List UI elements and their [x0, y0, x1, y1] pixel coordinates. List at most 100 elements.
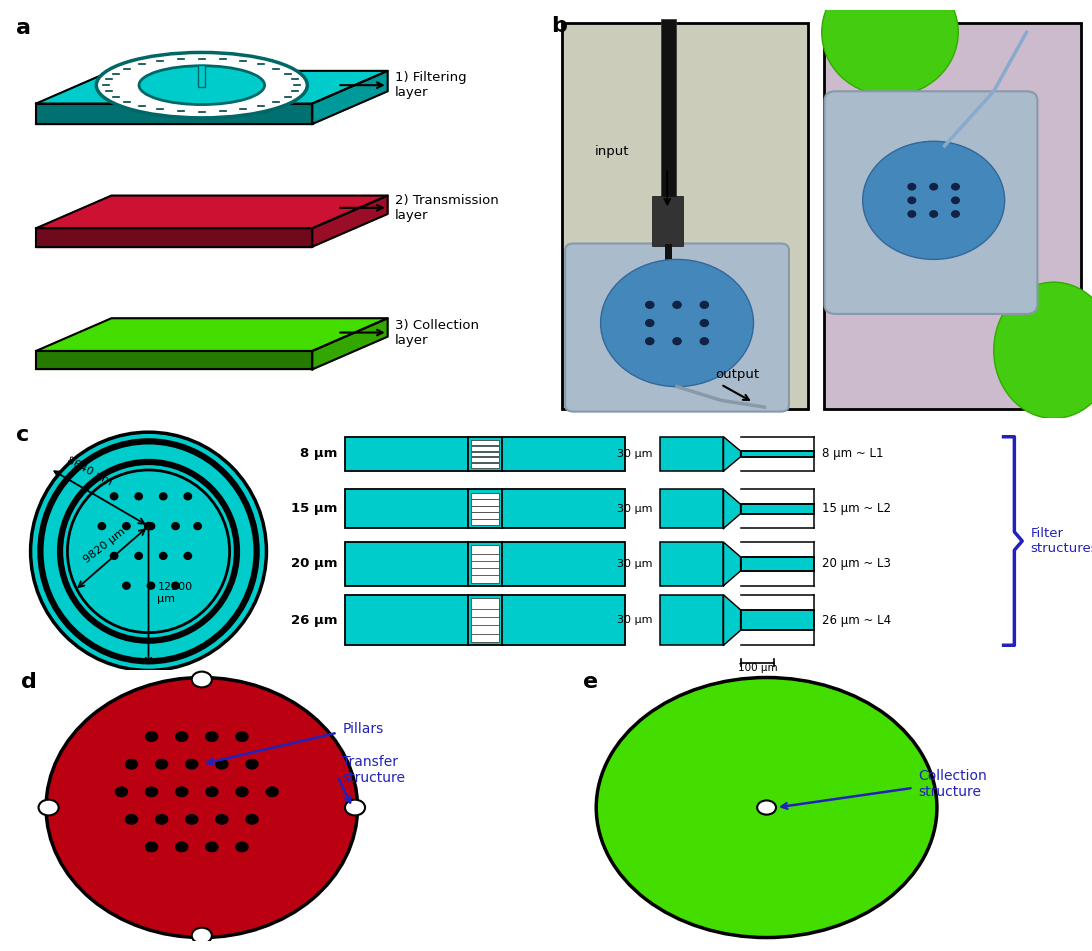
- Text: 20 μm: 20 μm: [292, 557, 337, 571]
- Text: output: output: [715, 367, 759, 380]
- Circle shape: [110, 553, 118, 559]
- Circle shape: [236, 732, 248, 742]
- Bar: [468, 437, 502, 471]
- Polygon shape: [723, 490, 740, 529]
- Bar: [472, 446, 499, 451]
- Text: 1) Filtering
layer: 1) Filtering layer: [395, 71, 466, 99]
- Text: 2) Transmission
layer: 2) Transmission layer: [395, 194, 499, 222]
- Circle shape: [144, 522, 153, 530]
- Polygon shape: [723, 631, 740, 646]
- Bar: [661, 19, 676, 201]
- Text: 220 μm: 220 μm: [758, 681, 797, 691]
- Bar: [472, 553, 499, 561]
- Circle shape: [216, 760, 228, 769]
- Ellipse shape: [994, 282, 1092, 418]
- Bar: [502, 595, 625, 646]
- Circle shape: [951, 184, 959, 190]
- Bar: [740, 504, 815, 514]
- Circle shape: [757, 801, 776, 815]
- Circle shape: [145, 787, 157, 797]
- Circle shape: [38, 800, 59, 815]
- Circle shape: [110, 493, 118, 500]
- Text: 26 μm: 26 μm: [292, 613, 337, 627]
- Bar: [660, 542, 724, 586]
- Circle shape: [205, 843, 218, 852]
- Bar: [472, 623, 499, 633]
- Polygon shape: [723, 595, 740, 610]
- Circle shape: [126, 815, 138, 825]
- Bar: [824, 23, 1081, 409]
- Text: a: a: [16, 18, 31, 38]
- Circle shape: [98, 523, 106, 530]
- Circle shape: [145, 732, 157, 742]
- Circle shape: [266, 787, 278, 797]
- Circle shape: [145, 843, 157, 852]
- Polygon shape: [723, 514, 740, 529]
- Circle shape: [185, 553, 191, 559]
- Bar: [472, 614, 499, 626]
- Circle shape: [135, 553, 142, 559]
- Text: 3) Collection
layer: 3) Collection layer: [395, 319, 479, 346]
- Polygon shape: [723, 437, 740, 451]
- Circle shape: [673, 338, 681, 344]
- Bar: [740, 451, 815, 456]
- Bar: [472, 463, 499, 468]
- Polygon shape: [36, 196, 388, 228]
- Polygon shape: [723, 571, 740, 586]
- Circle shape: [155, 815, 168, 825]
- Text: 30 μm: 30 μm: [617, 449, 652, 459]
- Circle shape: [122, 582, 130, 589]
- Bar: [472, 598, 499, 609]
- Circle shape: [246, 760, 258, 769]
- Polygon shape: [723, 437, 740, 471]
- Text: Collection
structure: Collection structure: [918, 768, 987, 799]
- Circle shape: [186, 815, 198, 825]
- Circle shape: [645, 301, 654, 308]
- Polygon shape: [723, 490, 740, 504]
- Polygon shape: [36, 70, 388, 104]
- Text: Transfer
structure: Transfer structure: [343, 755, 405, 786]
- Bar: [472, 457, 499, 462]
- Circle shape: [192, 671, 212, 688]
- Polygon shape: [312, 70, 388, 124]
- Ellipse shape: [822, 0, 959, 96]
- Bar: [472, 518, 499, 525]
- Circle shape: [601, 260, 753, 387]
- Bar: [502, 490, 625, 529]
- Polygon shape: [36, 319, 388, 351]
- Text: Pillars: Pillars: [343, 722, 383, 736]
- Circle shape: [192, 928, 212, 943]
- Circle shape: [246, 815, 258, 825]
- Text: 8 μm ~ L1: 8 μm ~ L1: [822, 448, 883, 460]
- Polygon shape: [723, 542, 740, 557]
- Text: 30 μm: 30 μm: [617, 559, 652, 569]
- Bar: [740, 456, 815, 471]
- Text: 15 μm ~ L2: 15 μm ~ L2: [822, 502, 891, 515]
- Bar: [665, 243, 672, 268]
- Circle shape: [700, 338, 709, 344]
- Circle shape: [863, 142, 1005, 260]
- Circle shape: [135, 493, 142, 500]
- Circle shape: [951, 211, 959, 217]
- Bar: [740, 571, 815, 586]
- Text: c: c: [15, 425, 29, 445]
- Text: Filter
structures: Filter structures: [1031, 527, 1092, 555]
- Ellipse shape: [96, 52, 307, 118]
- Bar: [502, 542, 625, 586]
- Circle shape: [700, 301, 709, 308]
- Circle shape: [155, 760, 168, 769]
- Text: d: d: [21, 671, 37, 691]
- Bar: [472, 452, 499, 456]
- Circle shape: [951, 197, 959, 204]
- Circle shape: [907, 197, 915, 204]
- Circle shape: [186, 760, 198, 769]
- Circle shape: [345, 800, 365, 815]
- Circle shape: [645, 320, 654, 326]
- Circle shape: [147, 582, 155, 589]
- Polygon shape: [36, 351, 312, 369]
- Bar: [468, 595, 502, 646]
- Text: 9820 μm: 9820 μm: [82, 526, 127, 565]
- Circle shape: [122, 523, 130, 530]
- Bar: [472, 560, 499, 568]
- Circle shape: [176, 843, 188, 852]
